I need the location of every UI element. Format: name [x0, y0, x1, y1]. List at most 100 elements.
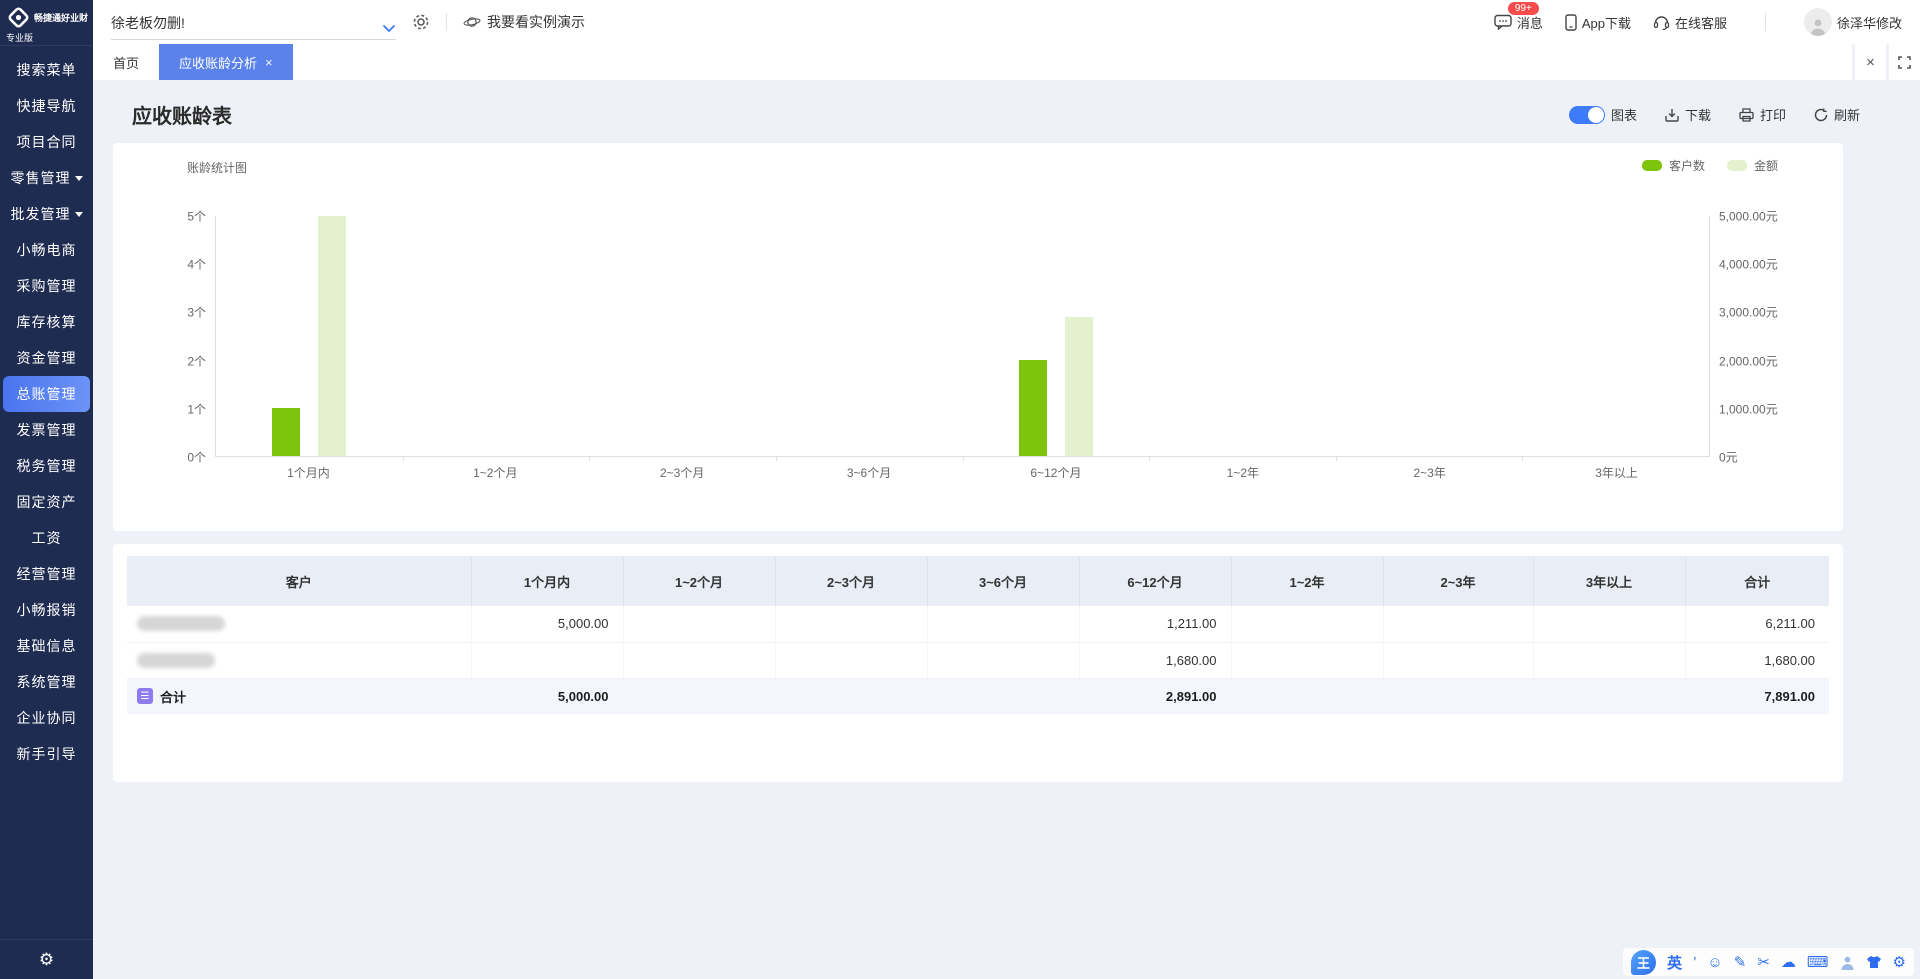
- settings-gear-icon[interactable]: ⚙: [38, 949, 55, 969]
- sidebar-item-9[interactable]: 资金管理: [0, 340, 93, 376]
- keyboard-icon[interactable]: ⌨: [1806, 954, 1829, 971]
- total-amount-cell: 5,000.00: [471, 678, 624, 714]
- online-service-button[interactable]: 在线客服: [1653, 13, 1727, 32]
- user-menu[interactable]: 徐泽华修改: [1803, 8, 1902, 36]
- handwriting-pencil-icon[interactable]: ✎: [1733, 954, 1747, 971]
- table-header-cell[interactable]: 2~3个月: [775, 556, 928, 606]
- sidebar-item-13[interactable]: 固定资产: [0, 484, 93, 520]
- sidebar-item-19[interactable]: 企业协同: [0, 700, 93, 736]
- total-icon: ☰: [137, 688, 153, 705]
- sidebar-item-1[interactable]: 搜索菜单: [0, 52, 93, 88]
- sidebar-menu: 搜索菜单 快捷导航 项目合同 零售管理批发管理小畅电商 采购管理库存核算资金管理 总账管理…: [0, 46, 93, 772]
- table-header-cell[interactable]: 2~3年: [1383, 556, 1534, 606]
- messages-button[interactable]: 99+ 消息: [1494, 1, 1543, 32]
- brand-logo: 畅捷通好业财 专业版: [0, 0, 93, 46]
- sidebar-item-5[interactable]: 批发管理: [0, 196, 93, 232]
- sidebar-item-11[interactable]: 发票管理: [0, 412, 93, 448]
- sidebar-item-12[interactable]: 税务管理: [0, 448, 93, 484]
- main-content: 应收账龄表 图表 下载 打印 刷新: [93, 80, 1920, 979]
- planet-icon: [463, 15, 481, 29]
- online-service-label: 在线客服: [1674, 15, 1727, 31]
- toggle-switch[interactable]: [1568, 105, 1605, 124]
- fullscreen-icon[interactable]: [1886, 44, 1920, 80]
- chart-category-8: [1522, 216, 1709, 456]
- table-header-cell[interactable]: 3~6个月: [927, 556, 1080, 606]
- tab-1[interactable]: 首页: [93, 44, 159, 80]
- sidebar-item-7[interactable]: 采购管理: [0, 268, 93, 304]
- account-select[interactable]: 徐老板勿删!: [111, 13, 396, 40]
- amount-cell: 1,680.00: [1685, 642, 1829, 679]
- sidebar-item-14[interactable]: 工资: [0, 520, 93, 556]
- table-header-cell[interactable]: 3年以上: [1533, 556, 1686, 606]
- emoji-icon[interactable]: ☺: [1707, 953, 1723, 971]
- print-button[interactable]: 打印: [1739, 105, 1786, 124]
- chart-category-3: [589, 216, 776, 456]
- phone-icon: [1565, 13, 1577, 31]
- chart-toggle[interactable]: 图表: [1568, 105, 1637, 124]
- close-all-tabs-button[interactable]: ×: [1852, 44, 1886, 80]
- amount-cell: [1231, 606, 1384, 643]
- cloud-icon[interactable]: ☁: [1780, 954, 1796, 971]
- sidebar-item-4[interactable]: 零售管理: [0, 160, 93, 196]
- amount-cell: [775, 642, 928, 679]
- messages-badge: 99+: [1507, 1, 1539, 15]
- amount-cell: [471, 642, 624, 679]
- x-axis-tick: [1149, 456, 1151, 461]
- sidebar-item-2[interactable]: 快捷导航: [0, 88, 93, 124]
- refresh-button[interactable]: 刷新: [1814, 105, 1860, 124]
- sidebar-item-label: 批发管理: [10, 206, 71, 222]
- user-name: 徐泽华修改: [1836, 15, 1902, 31]
- left-axis-label: 3个: [187, 305, 206, 320]
- demo-link[interactable]: 我要看实例演示: [463, 12, 585, 32]
- right-axis-label: 2,000.00元: [1719, 354, 1778, 369]
- sidebar-item-15[interactable]: 经营管理: [0, 556, 93, 592]
- sidebar-item-16[interactable]: 小畅报销: [0, 592, 93, 628]
- tab-2[interactable]: 应收账龄分析 ×: [159, 44, 293, 80]
- sidebar-item-8[interactable]: 库存核算: [0, 304, 93, 340]
- app-download-button[interactable]: App下载: [1565, 13, 1631, 32]
- x-axis-tick: [589, 456, 591, 461]
- legend-item[interactable]: 客户数: [1641, 157, 1705, 174]
- legend-label: 金额: [1753, 159, 1778, 173]
- ime-tone-icon[interactable]: ’: [1693, 953, 1697, 971]
- table-row[interactable]: 5,000.00 1,211.00 6,211.00: [127, 606, 1829, 643]
- sidebar-item-20[interactable]: 新手引导: [0, 736, 93, 772]
- table-header-cell[interactable]: 6~12个月: [1079, 556, 1232, 606]
- sidebar-item-label: 系统管理: [16, 674, 77, 690]
- table-header-cell[interactable]: 合计: [1685, 556, 1829, 606]
- sidebar-item-label: 小畅报销: [16, 602, 77, 618]
- legend-item[interactable]: 金额: [1726, 157, 1778, 174]
- download-button[interactable]: 下载: [1665, 105, 1711, 124]
- redacted-customer-name: [137, 652, 215, 668]
- total-label: 合计: [160, 689, 187, 705]
- ime-settings-gear-icon[interactable]: ⚙: [1892, 954, 1906, 971]
- table-header-cell[interactable]: 1~2年: [1231, 556, 1384, 606]
- brand-name: 畅捷通好业财: [34, 13, 89, 23]
- ime-logo-icon[interactable]: 王: [1631, 949, 1657, 975]
- scissors-icon[interactable]: ✂: [1757, 954, 1770, 971]
- table-header-cell[interactable]: 1个月内: [471, 556, 624, 606]
- sidebar-item-3[interactable]: 项目合同: [0, 124, 93, 160]
- amount-cell: 1,680.00: [1079, 642, 1232, 679]
- table-row[interactable]: 1,680.00 1,680.00: [127, 642, 1829, 679]
- amount-cell: [623, 606, 776, 643]
- sidebar-item-label: 库存核算: [16, 314, 77, 330]
- sidebar-item-17[interactable]: 基础信息: [0, 628, 93, 664]
- gear-icon[interactable]: [412, 13, 430, 31]
- amount-cell: [1231, 642, 1384, 679]
- x-axis-label: 3~6个月: [846, 466, 892, 480]
- user-profile-icon[interactable]: [1840, 955, 1855, 970]
- table-header-cell[interactable]: 1~2个月: [623, 556, 776, 606]
- bar-金额-6~12个月: [1064, 317, 1093, 456]
- sidebar-item-10[interactable]: 总账管理: [3, 376, 90, 412]
- ime-language-toggle[interactable]: 英: [1667, 954, 1683, 972]
- sidebar-item-18[interactable]: 系统管理: [0, 664, 93, 700]
- legend-swatch: [1641, 160, 1662, 171]
- table-header-cell[interactable]: 客户: [127, 556, 472, 606]
- chart-category-5: [963, 216, 1150, 456]
- tab-close-icon[interactable]: ×: [265, 54, 273, 70]
- skin-shirt-icon[interactable]: [1866, 955, 1882, 969]
- sidebar-item-6[interactable]: 小畅电商: [0, 232, 93, 268]
- total-amount-cell: [623, 678, 776, 714]
- bar-客户数-6~12个月: [1018, 360, 1047, 456]
